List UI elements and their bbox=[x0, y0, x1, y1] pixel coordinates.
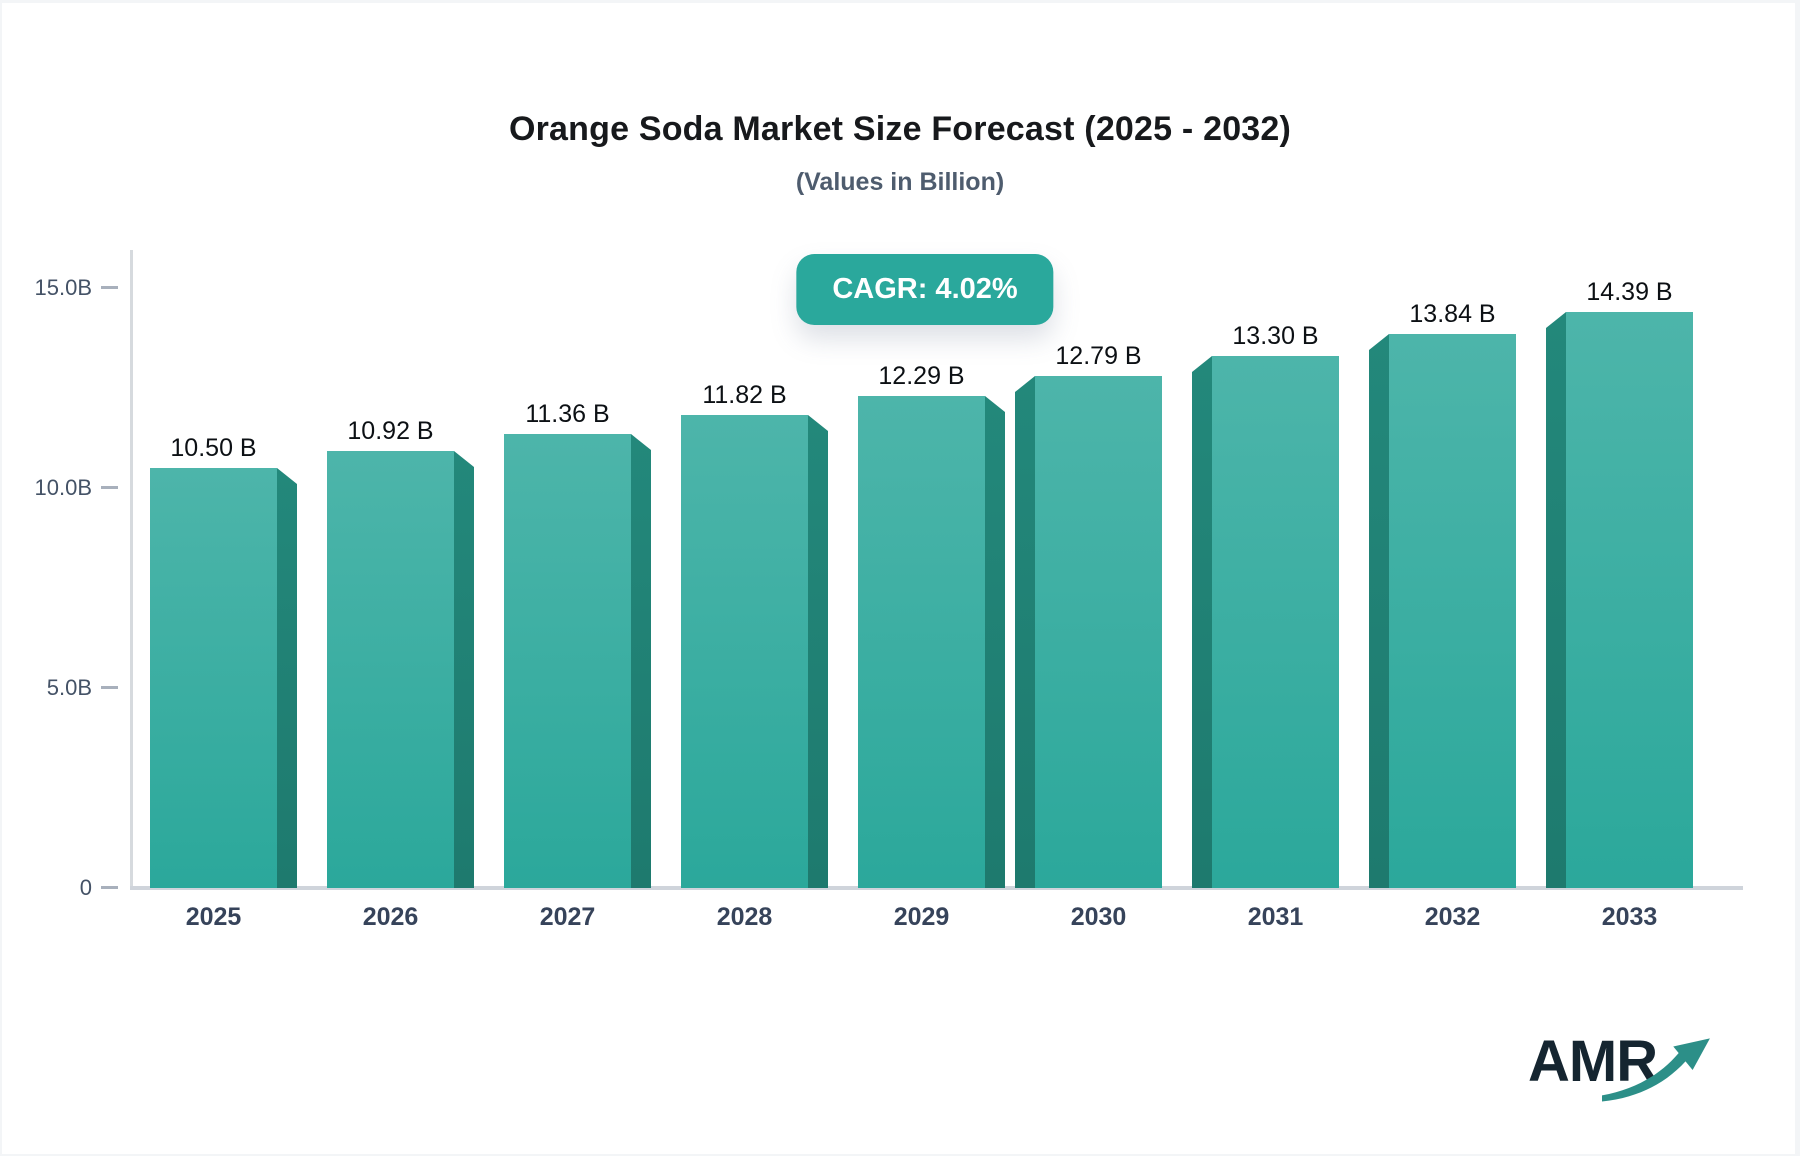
bar-2025 bbox=[150, 468, 297, 888]
y-axis-tick bbox=[101, 486, 118, 489]
y-axis-tick-label: 5.0B bbox=[46, 675, 92, 700]
chart-subtitle: (Values in Billion) bbox=[795, 168, 1005, 196]
bar-side-2031 bbox=[1192, 356, 1212, 888]
bar-value-label: 12.79 B bbox=[1055, 342, 1142, 370]
x-axis-label-2032: 2032 bbox=[1424, 903, 1481, 931]
bar-side-2033 bbox=[1546, 312, 1566, 888]
cagr-badge: CAGR: 4.02% bbox=[796, 254, 1054, 325]
bar-value-label: 13.84 B bbox=[1409, 300, 1496, 328]
y-axis-tick bbox=[101, 286, 118, 289]
amr-logo-text: AMR bbox=[1528, 1029, 1658, 1094]
x-axis-label-2025: 2025 bbox=[185, 903, 242, 931]
chart-title: Orange Soda Market Size Forecast (2025 -… bbox=[508, 110, 1292, 148]
amr-logo: AMR bbox=[1528, 1028, 1738, 1120]
bar-2031 bbox=[1192, 356, 1339, 888]
bar-value-label: 14.39 B bbox=[1586, 278, 1673, 306]
bar-side-2032 bbox=[1369, 334, 1389, 888]
bar-value-label: 13.30 B bbox=[1232, 322, 1319, 350]
bar-2032 bbox=[1369, 334, 1516, 888]
bar-face-2033 bbox=[1566, 312, 1693, 888]
bar-face-2032 bbox=[1389, 334, 1516, 888]
bar-side-2028 bbox=[808, 415, 828, 888]
y-axis-tick bbox=[101, 886, 118, 889]
bar-side-2029 bbox=[985, 396, 1005, 888]
bar-side-2025 bbox=[277, 468, 297, 888]
x-axis-line bbox=[130, 886, 1743, 890]
bar-2026 bbox=[327, 451, 474, 888]
x-axis-label-2026: 2026 bbox=[362, 903, 419, 931]
x-axis-label-2027: 2027 bbox=[539, 903, 596, 931]
growth-arrow-icon bbox=[1602, 1038, 1710, 1102]
bar-value-label: 11.36 B bbox=[525, 400, 610, 428]
bar-value-label: 10.92 B bbox=[347, 417, 434, 445]
bar-2029 bbox=[858, 396, 1005, 888]
bar-2028 bbox=[681, 415, 828, 888]
bar-face-2030 bbox=[1035, 376, 1162, 888]
y-axis-tick bbox=[101, 686, 118, 689]
bar-2030 bbox=[1015, 376, 1162, 888]
y-axis-tick-label: 0 bbox=[79, 875, 92, 900]
bar-face-2031 bbox=[1212, 356, 1339, 888]
x-axis-label-2031: 2031 bbox=[1247, 903, 1304, 931]
x-axis-label-2033: 2033 bbox=[1601, 903, 1658, 931]
y-axis-line bbox=[130, 250, 133, 890]
bar-side-2027 bbox=[631, 434, 651, 888]
bar-2033 bbox=[1546, 312, 1693, 888]
bar-side-2026 bbox=[454, 451, 474, 888]
cagr-badge-label: CAGR: 4.02% bbox=[832, 273, 1018, 305]
x-axis-label-2030: 2030 bbox=[1070, 903, 1127, 931]
y-axis-tick-label: 15.0B bbox=[34, 275, 93, 300]
bar-side-2030 bbox=[1015, 376, 1035, 888]
x-axis-label-2029: 2029 bbox=[893, 903, 950, 931]
bar-value-label: 12.29 B bbox=[878, 362, 965, 390]
bar-value-label: 10.50 B bbox=[170, 434, 257, 462]
bar-face-2029 bbox=[858, 396, 985, 888]
bar-face-2028 bbox=[681, 415, 808, 888]
x-axis-label-2028: 2028 bbox=[716, 903, 773, 931]
bar-face-2027 bbox=[504, 434, 631, 888]
y-axis-tick-label: 10.0B bbox=[34, 475, 93, 500]
bar-value-label: 11.82 B bbox=[702, 381, 787, 409]
bar-face-2026 bbox=[327, 451, 454, 888]
bar-face-2025 bbox=[150, 468, 277, 888]
bar-2027 bbox=[504, 434, 651, 888]
